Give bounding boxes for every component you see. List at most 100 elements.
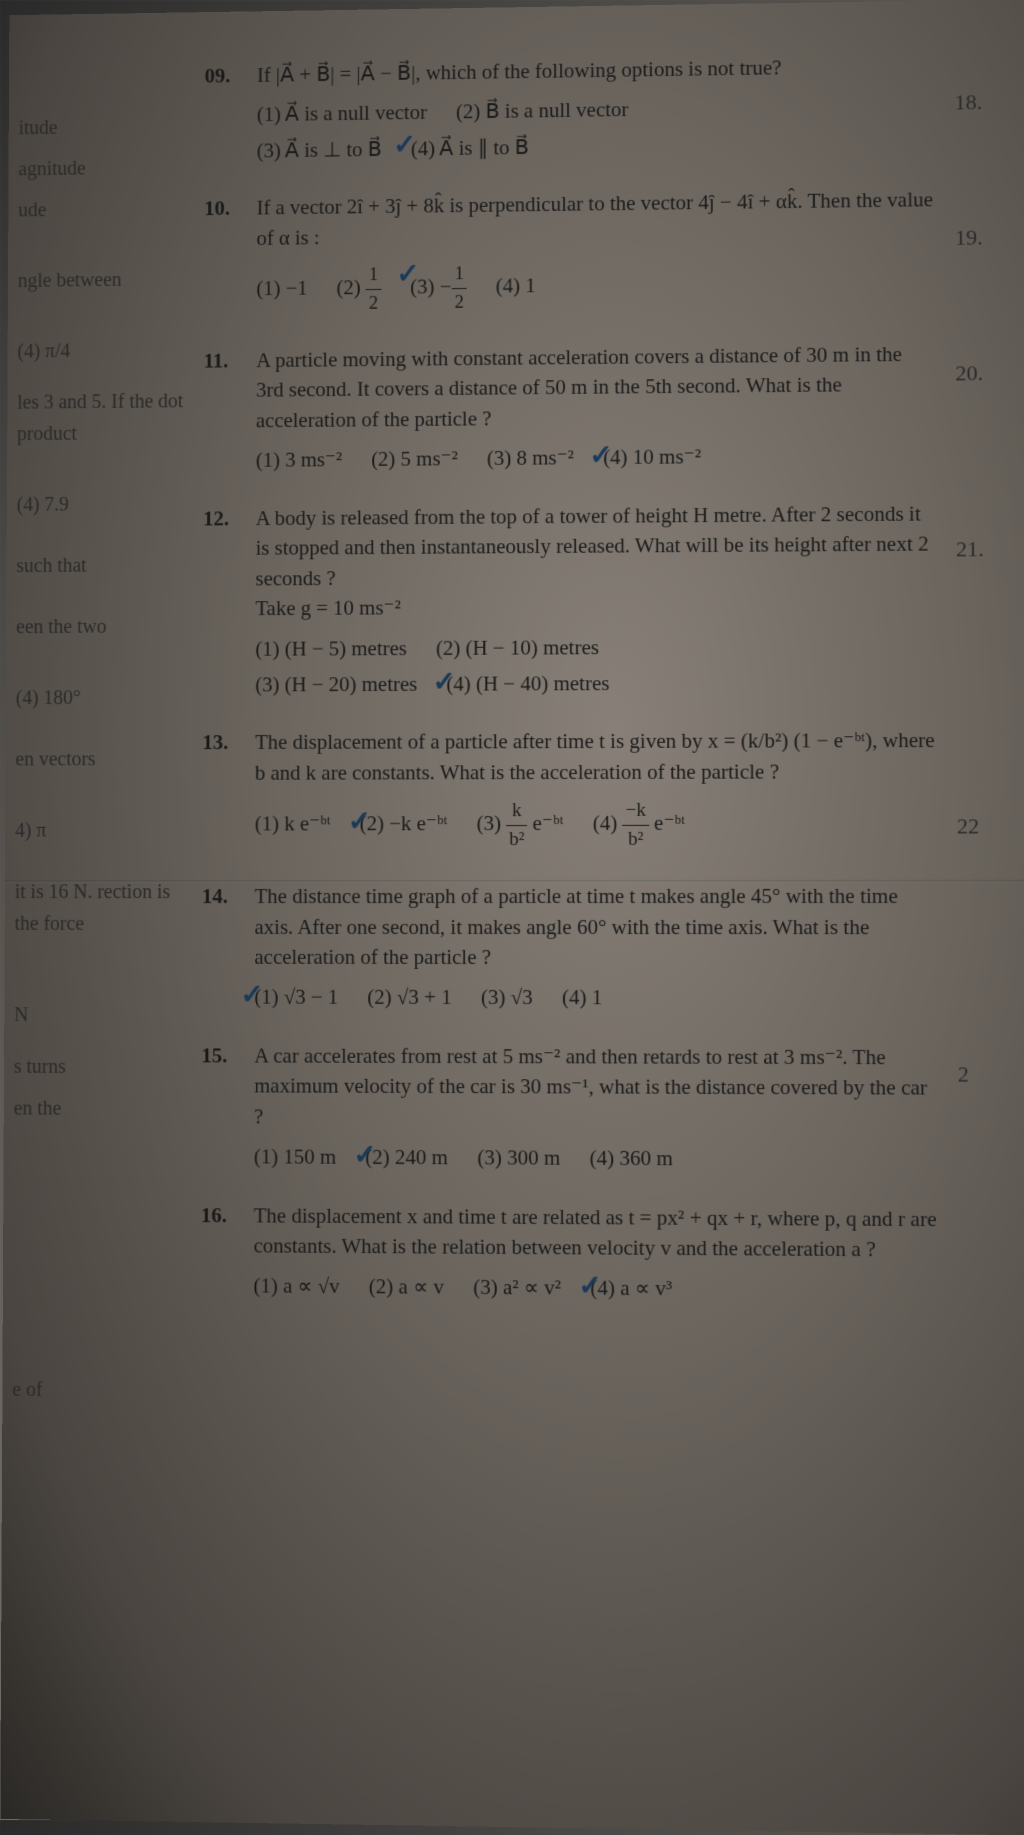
right-num: 18. (954, 89, 1015, 116)
qnum: 10. (204, 193, 251, 223)
opt: ✓ (2) −k e⁻ᵇᵗ (360, 808, 448, 838)
qtext-line: If |A⃗ + B⃗| = |A⃗ − B⃗|, which of the f… (257, 55, 782, 86)
qtext-line: The displacement x and time t are relate… (254, 1203, 937, 1261)
qtext: The displacement of a particle after tim… (255, 725, 936, 853)
opt: (3) A⃗ is ⊥ to B⃗ (257, 134, 382, 166)
check-icon: ✓ (396, 255, 419, 295)
options: (1) −1 (2) 12 ✓ (3) −12 (4) 1 (256, 255, 934, 318)
opt-text: (4) A⃗ is ∥ to B⃗ (411, 135, 529, 160)
question-11: 11. A particle moving with constant acce… (203, 338, 961, 475)
frag: e of (12, 1374, 190, 1408)
opt-text: (4) (H − 40) metres (446, 671, 609, 696)
frag: ngle between (18, 263, 194, 296)
qnum: 11. (204, 345, 251, 375)
opt: (3) kb² e⁻ᵇᵗ (477, 797, 564, 853)
opt: ✓ (4) a ∝ v³ (590, 1273, 672, 1304)
opt: (4) 1 (496, 270, 536, 301)
opt-text: (4) 10 ms⁻² (603, 445, 701, 470)
opt: (4) −kb² e⁻ᵇᵗ (593, 797, 685, 853)
take-g: Take g = 10 ms⁻² (255, 596, 400, 621)
opt: (4) 1 (562, 982, 602, 1013)
opt-text: (2) −k e⁻ᵇᵗ (360, 811, 448, 835)
options: (1) A⃗ is a null vector (2) B⃗ is a null… (257, 90, 934, 165)
qtext: If a vector 2î + 3ĵ + 8k̂ is perpendicul… (256, 185, 934, 318)
qnum: 14. (202, 881, 250, 911)
opt: (1) a ∝ √v (253, 1271, 339, 1302)
qtext-line: A body is released from the top of a tow… (255, 501, 928, 590)
frag: N (14, 999, 192, 1031)
frag: en vectors (15, 743, 192, 775)
check-icon: ✓ (393, 126, 416, 166)
qtext: The displacement x and time t are relate… (253, 1200, 937, 1306)
question-13: 13. The displacement of a particle after… (202, 725, 963, 853)
opt: (2) B⃗ is a null vector (456, 95, 628, 127)
question-10: 10. If a vector 2î + 3ĵ + 8k̂ is perpend… (204, 184, 961, 318)
qtext: A car accelerates from rest at 5 ms⁻² an… (254, 1040, 937, 1175)
frag: agnitude (18, 151, 194, 185)
frag: 4) π (15, 815, 192, 847)
opt: (1) −1 (256, 273, 307, 304)
right-num: 19. (955, 224, 1016, 251)
qtext-line: A car accelerates from rest at 5 ms⁻² an… (254, 1043, 927, 1128)
qtext-line: If a vector 2î + 3ĵ + 8k̂ is perpendicul… (256, 188, 933, 250)
opt: (2) √3 + 1 (367, 982, 451, 1013)
opt: ✓ (4) A⃗ is ∥ to B⃗ (411, 132, 529, 164)
qnum: 16. (201, 1200, 249, 1231)
right-num: 2 (958, 1061, 1019, 1087)
options: (1) a ∝ √v (2) a ∝ v (3) a² ∝ v² ✓ (4) a… (253, 1271, 937, 1306)
question-16: 16. The displacement x and time t are re… (201, 1200, 965, 1307)
qtext-line: The displacement of a particle after tim… (255, 728, 935, 784)
check-icon: ✓ (353, 1136, 376, 1177)
right-num: 22 (957, 813, 1018, 839)
options: (1) 150 m ✓ (2) 240 m (3) 300 m (4) 360 … (254, 1142, 937, 1176)
opt: (1) 3 ms⁻² (256, 445, 342, 476)
opt: (3) (H − 20) metres (255, 669, 417, 700)
opt: (3) 300 m (477, 1142, 560, 1173)
frag: itude (18, 110, 194, 144)
opt: (3) √3 (481, 982, 533, 1013)
question-14: 14. The distance time graph of a particl… (202, 881, 964, 1014)
check-icon: ✓ (578, 1267, 602, 1308)
opt: (2) a ∝ v (369, 1272, 444, 1303)
right-num: 21. (956, 536, 1017, 562)
qnum: 12. (203, 503, 250, 533)
options: (1) k e⁻ᵇᵗ ✓ (2) −k e⁻ᵇᵗ (3) kb² e⁻ᵇᵗ (4… (255, 797, 936, 854)
frag: les 3 and 5. If the dot product (17, 385, 194, 450)
opt: ✓ (1) √3 − 1 (254, 982, 338, 1012)
opt: ✓ (4) 10 ms⁻² (603, 442, 701, 473)
qtext: If |A⃗ + B⃗| = |A⃗ − B⃗|, which of the f… (257, 50, 934, 165)
frag: ude (18, 193, 194, 227)
frag: s turns (14, 1051, 192, 1083)
qnum: 09. (205, 60, 252, 91)
opt: (1) (H − 5) metres (255, 633, 407, 664)
question-12: 12. A body is released from the top of a… (203, 498, 963, 700)
question-15: 15. A car accelerates from rest at 5 ms⁻… (201, 1040, 964, 1175)
opt-text: (2) 240 m (365, 1145, 448, 1169)
check-icon: ✓ (432, 663, 455, 703)
options: (1) 3 ms⁻² (2) 5 ms⁻² (3) 8 ms⁻² ✓ (4) 1… (256, 440, 935, 476)
opt: ✓ (4) (H − 40) metres (446, 668, 609, 699)
frag: it is 16 N. rection is the force (15, 876, 193, 940)
qtext: The distance time graph of a particle at… (254, 881, 936, 1014)
qtext: A particle moving with constant accelera… (256, 339, 935, 476)
opt: (3) a² ∝ v² (473, 1272, 561, 1303)
frag: (4) π/4 (17, 334, 194, 367)
opt-text: (4) a ∝ v³ (590, 1276, 672, 1301)
qtext: A body is released from the top of a tow… (255, 498, 935, 699)
left-column-fragments: itude agnitude ude ngle between (4) π/4 … (12, 110, 195, 1447)
opt: (2) (H − 10) metres (436, 632, 599, 663)
opt: (2) 12 (337, 261, 382, 317)
check-icon: ✓ (348, 802, 371, 842)
opt: (2) 5 ms⁻² (371, 444, 458, 475)
qnum: 15. (201, 1040, 249, 1070)
opt-text: (1) √3 − 1 (254, 985, 338, 1009)
opt: (1) k e⁻ᵇᵗ (255, 808, 331, 838)
frag: (4) 180° (16, 682, 193, 714)
check-icon: ✓ (240, 976, 263, 1016)
frag: (4) 7.9 (17, 488, 194, 521)
qnum: 13. (202, 728, 250, 758)
qtext-line: The distance time graph of a particle at… (254, 884, 897, 969)
check-icon: ✓ (589, 437, 612, 478)
opt: (1) 150 m (254, 1142, 336, 1173)
main-column: 09. If |A⃗ + B⃗| = |A⃗ − B⃗|, which of t… (200, 50, 964, 1335)
